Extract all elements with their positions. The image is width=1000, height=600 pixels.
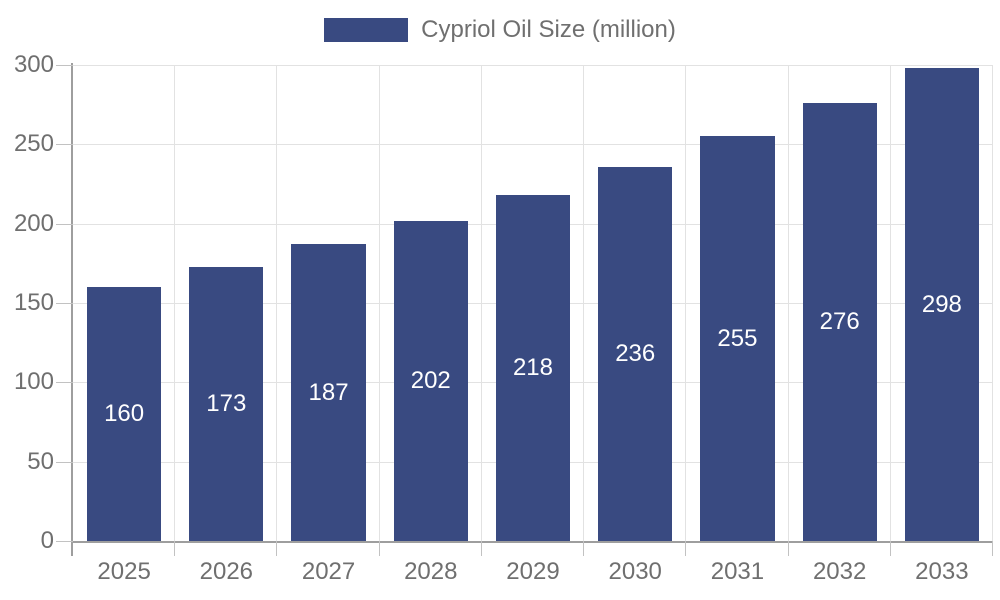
x-tick-label: 2026 xyxy=(199,558,254,585)
y-tick xyxy=(56,65,73,66)
bar-2028: 202 xyxy=(393,220,468,541)
bar-value-label: 255 xyxy=(717,324,758,352)
legend-label: Cypriol Oil Size (million) xyxy=(421,16,676,43)
legend-swatch xyxy=(324,18,409,42)
y-tick-label: 150 xyxy=(13,289,54,316)
y-tick xyxy=(56,223,73,225)
x-tick-label: 2025 xyxy=(97,558,151,585)
bar-value-label: 160 xyxy=(104,400,145,428)
x-tick-label: 2030 xyxy=(608,558,662,585)
x-tick xyxy=(685,541,687,556)
y-tick xyxy=(56,461,73,463)
gridline-vertical xyxy=(378,65,380,541)
y-tick-label: 200 xyxy=(13,209,54,237)
bar-2027: 187 xyxy=(291,244,366,541)
y-tick-label: 0 xyxy=(40,527,54,554)
bar-value-label: 276 xyxy=(819,308,860,336)
y-tick-label: 100 xyxy=(13,368,54,396)
chart-legend: Cypriol Oil Size (million) xyxy=(0,15,1000,45)
gridline-vertical xyxy=(787,65,789,541)
x-axis-line xyxy=(71,541,993,543)
y-tick xyxy=(56,303,73,304)
bar-value-label: 236 xyxy=(615,339,656,367)
gridline-horizontal xyxy=(73,65,993,66)
y-axis-line xyxy=(71,63,73,556)
x-tick xyxy=(583,541,585,556)
gridline-vertical xyxy=(174,65,176,541)
bar-value-label: 298 xyxy=(921,290,962,318)
bar-2026: 173 xyxy=(189,266,264,541)
y-tick xyxy=(56,382,73,384)
gridline-vertical xyxy=(276,65,278,541)
y-tick-label: 50 xyxy=(27,447,54,475)
x-tick-label: 2031 xyxy=(710,558,765,585)
x-tick xyxy=(276,541,278,556)
bar-2031: 255 xyxy=(700,136,775,541)
gridline-vertical xyxy=(480,65,482,541)
plot-area: 0 50 100 150 200 250 300 160 2025 173 2026 187 2027 2… xyxy=(14,51,993,585)
bar-2030: 236 xyxy=(598,166,673,541)
x-tick-label: 2028 xyxy=(404,558,458,585)
bar-2033: 298 xyxy=(904,68,979,541)
x-tick xyxy=(992,541,993,556)
x-tick-label: 2029 xyxy=(506,558,560,585)
x-tick-label: 2027 xyxy=(301,558,356,585)
gridline-vertical xyxy=(992,65,993,541)
bar-2029: 218 xyxy=(495,195,571,541)
gridline-horizontal xyxy=(73,144,993,146)
bar-2032: 276 xyxy=(802,103,877,541)
x-tick-label: 2033 xyxy=(915,558,969,585)
bar-value-label: 173 xyxy=(206,389,247,417)
bar-2025: 160 xyxy=(87,287,162,541)
x-tick xyxy=(174,541,176,556)
gridline-vertical xyxy=(685,65,687,541)
bar-value-label: 202 xyxy=(410,366,451,394)
y-tick-label: 300 xyxy=(13,51,54,78)
x-tick xyxy=(378,541,380,556)
x-tick xyxy=(889,541,891,556)
x-tick xyxy=(480,541,482,556)
bar-value-label: 187 xyxy=(308,378,349,406)
y-tick xyxy=(56,144,73,146)
x-tick xyxy=(787,541,789,556)
gridline-vertical xyxy=(889,65,891,541)
gridline-vertical xyxy=(583,65,585,541)
y-tick xyxy=(56,541,73,542)
bar-value-label: 218 xyxy=(512,354,553,382)
y-tick-label: 250 xyxy=(13,130,54,158)
x-tick-label: 2032 xyxy=(812,558,867,585)
